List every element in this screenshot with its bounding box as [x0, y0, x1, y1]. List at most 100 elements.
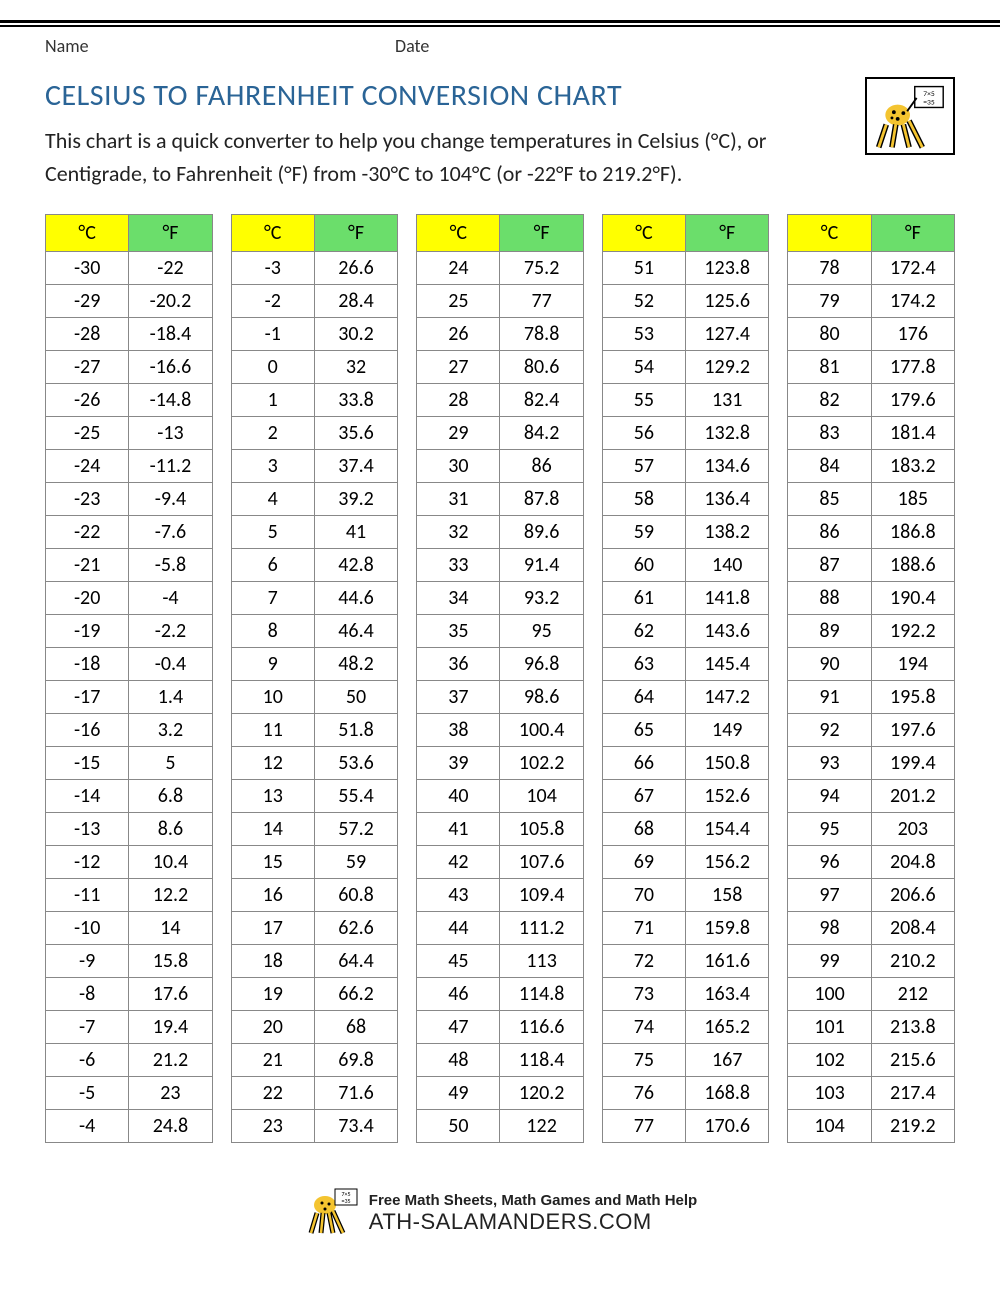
celsius-cell: 6	[231, 549, 314, 582]
table-row: 63145.4	[602, 648, 769, 681]
fahrenheit-cell: 206.6	[871, 879, 954, 912]
fahrenheit-header: °F	[871, 215, 954, 252]
fahrenheit-cell: 199.4	[871, 747, 954, 780]
celsius-cell: -28	[46, 318, 129, 351]
conversion-column: °C°F51123.852125.653127.454129.255131561…	[602, 214, 770, 1143]
table-row: 948.2	[231, 648, 398, 681]
table-row: 89192.2	[788, 615, 955, 648]
fahrenheit-cell: 192.2	[871, 615, 954, 648]
table-row: -24-11.2	[46, 450, 213, 483]
celsius-cell: -1	[231, 318, 314, 351]
celsius-cell: 88	[788, 582, 871, 615]
fahrenheit-cell: 15.8	[129, 945, 212, 978]
fahrenheit-cell: 143.6	[686, 615, 769, 648]
table-row: 104219.2	[788, 1110, 955, 1143]
celsius-cell: 71	[602, 912, 685, 945]
celsius-cell: 66	[602, 747, 685, 780]
table-row: 337.4	[231, 450, 398, 483]
date-label: Date	[395, 35, 429, 57]
celsius-cell: 33	[417, 549, 500, 582]
table-row: 1457.2	[231, 813, 398, 846]
fahrenheit-cell: 5	[129, 747, 212, 780]
table-row: -817.6	[46, 978, 213, 1011]
celsius-cell: 77	[602, 1110, 685, 1143]
celsius-cell: 58	[602, 483, 685, 516]
fahrenheit-cell: 89.6	[500, 516, 583, 549]
table-row: 1660.8	[231, 879, 398, 912]
celsius-cell: 72	[602, 945, 685, 978]
celsius-cell: 76	[602, 1077, 685, 1110]
celsius-cell: 44	[417, 912, 500, 945]
table-row: -30-22	[46, 252, 213, 285]
table-row: 1762.6	[231, 912, 398, 945]
fahrenheit-cell: 6.8	[129, 780, 212, 813]
fahrenheit-cell: 109.4	[500, 879, 583, 912]
table-row: 38100.4	[417, 714, 584, 747]
table-row: 744.6	[231, 582, 398, 615]
celsius-cell: 49	[417, 1077, 500, 1110]
celsius-header: °C	[417, 215, 500, 252]
fahrenheit-cell: -4	[129, 582, 212, 615]
table-row: 3289.6	[417, 516, 584, 549]
fahrenheit-cell: 183.2	[871, 450, 954, 483]
fahrenheit-cell: 19.4	[129, 1011, 212, 1044]
celsius-cell: 60	[602, 549, 685, 582]
fahrenheit-cell: 62.6	[314, 912, 397, 945]
fahrenheit-cell: 42.8	[314, 549, 397, 582]
fahrenheit-cell: 156.2	[686, 846, 769, 879]
table-row: 103217.4	[788, 1077, 955, 1110]
table-row: 65149	[602, 714, 769, 747]
table-row: 46114.8	[417, 978, 584, 1011]
celsius-cell: 0	[231, 351, 314, 384]
table-row: -25-13	[46, 417, 213, 450]
celsius-cell: 69	[602, 846, 685, 879]
celsius-cell: 82	[788, 384, 871, 417]
fahrenheit-cell: 185	[871, 483, 954, 516]
table-row: -228.4	[231, 285, 398, 318]
table-row: 44111.2	[417, 912, 584, 945]
fahrenheit-cell: 176	[871, 318, 954, 351]
table-row: 2271.6	[231, 1077, 398, 1110]
table-row: 2373.4	[231, 1110, 398, 1143]
fahrenheit-cell: 105.8	[500, 813, 583, 846]
celsius-cell: -18	[46, 648, 129, 681]
table-row: 1151.8	[231, 714, 398, 747]
fahrenheit-cell: 44.6	[314, 582, 397, 615]
fahrenheit-cell: 39.2	[314, 483, 397, 516]
celsius-cell: 28	[417, 384, 500, 417]
table-row: 2169.8	[231, 1044, 398, 1077]
fahrenheit-cell: 41	[314, 516, 397, 549]
fahrenheit-cell: 114.8	[500, 978, 583, 1011]
fahrenheit-cell: 48.2	[314, 648, 397, 681]
fahrenheit-cell: 66.2	[314, 978, 397, 1011]
fahrenheit-cell: 51.8	[314, 714, 397, 747]
celsius-cell: 100	[788, 978, 871, 1011]
celsius-cell: -16	[46, 714, 129, 747]
footer-tagline: Free Math Sheets, Math Games and Math He…	[369, 1192, 697, 1209]
fahrenheit-cell: 50	[314, 681, 397, 714]
celsius-cell: -12	[46, 846, 129, 879]
fahrenheit-cell: 190.4	[871, 582, 954, 615]
table-row: 3391.4	[417, 549, 584, 582]
table-row: -171.4	[46, 681, 213, 714]
fahrenheit-cell: 111.2	[500, 912, 583, 945]
table-row: 1355.4	[231, 780, 398, 813]
table-row: 62143.6	[602, 615, 769, 648]
table-row: -1112.2	[46, 879, 213, 912]
table-row: 66150.8	[602, 747, 769, 780]
celsius-cell: 15	[231, 846, 314, 879]
table-row: 95203	[788, 813, 955, 846]
table-row: -29-20.2	[46, 285, 213, 318]
fahrenheit-cell: 123.8	[686, 252, 769, 285]
footer: 7×5 =35 Free Math Sheets, Math Games and…	[45, 1183, 955, 1240]
celsius-cell: 104	[788, 1110, 871, 1143]
celsius-cell: 50	[417, 1110, 500, 1143]
table-row: 53127.4	[602, 318, 769, 351]
celsius-cell: 103	[788, 1077, 871, 1110]
fahrenheit-header: °F	[686, 215, 769, 252]
table-row: 97206.6	[788, 879, 955, 912]
celsius-cell: 30	[417, 450, 500, 483]
celsius-cell: 83	[788, 417, 871, 450]
conversion-column: °C°F-326.6-228.4-130.2032133.8235.6337.4…	[231, 214, 399, 1143]
celsius-cell: -3	[231, 252, 314, 285]
